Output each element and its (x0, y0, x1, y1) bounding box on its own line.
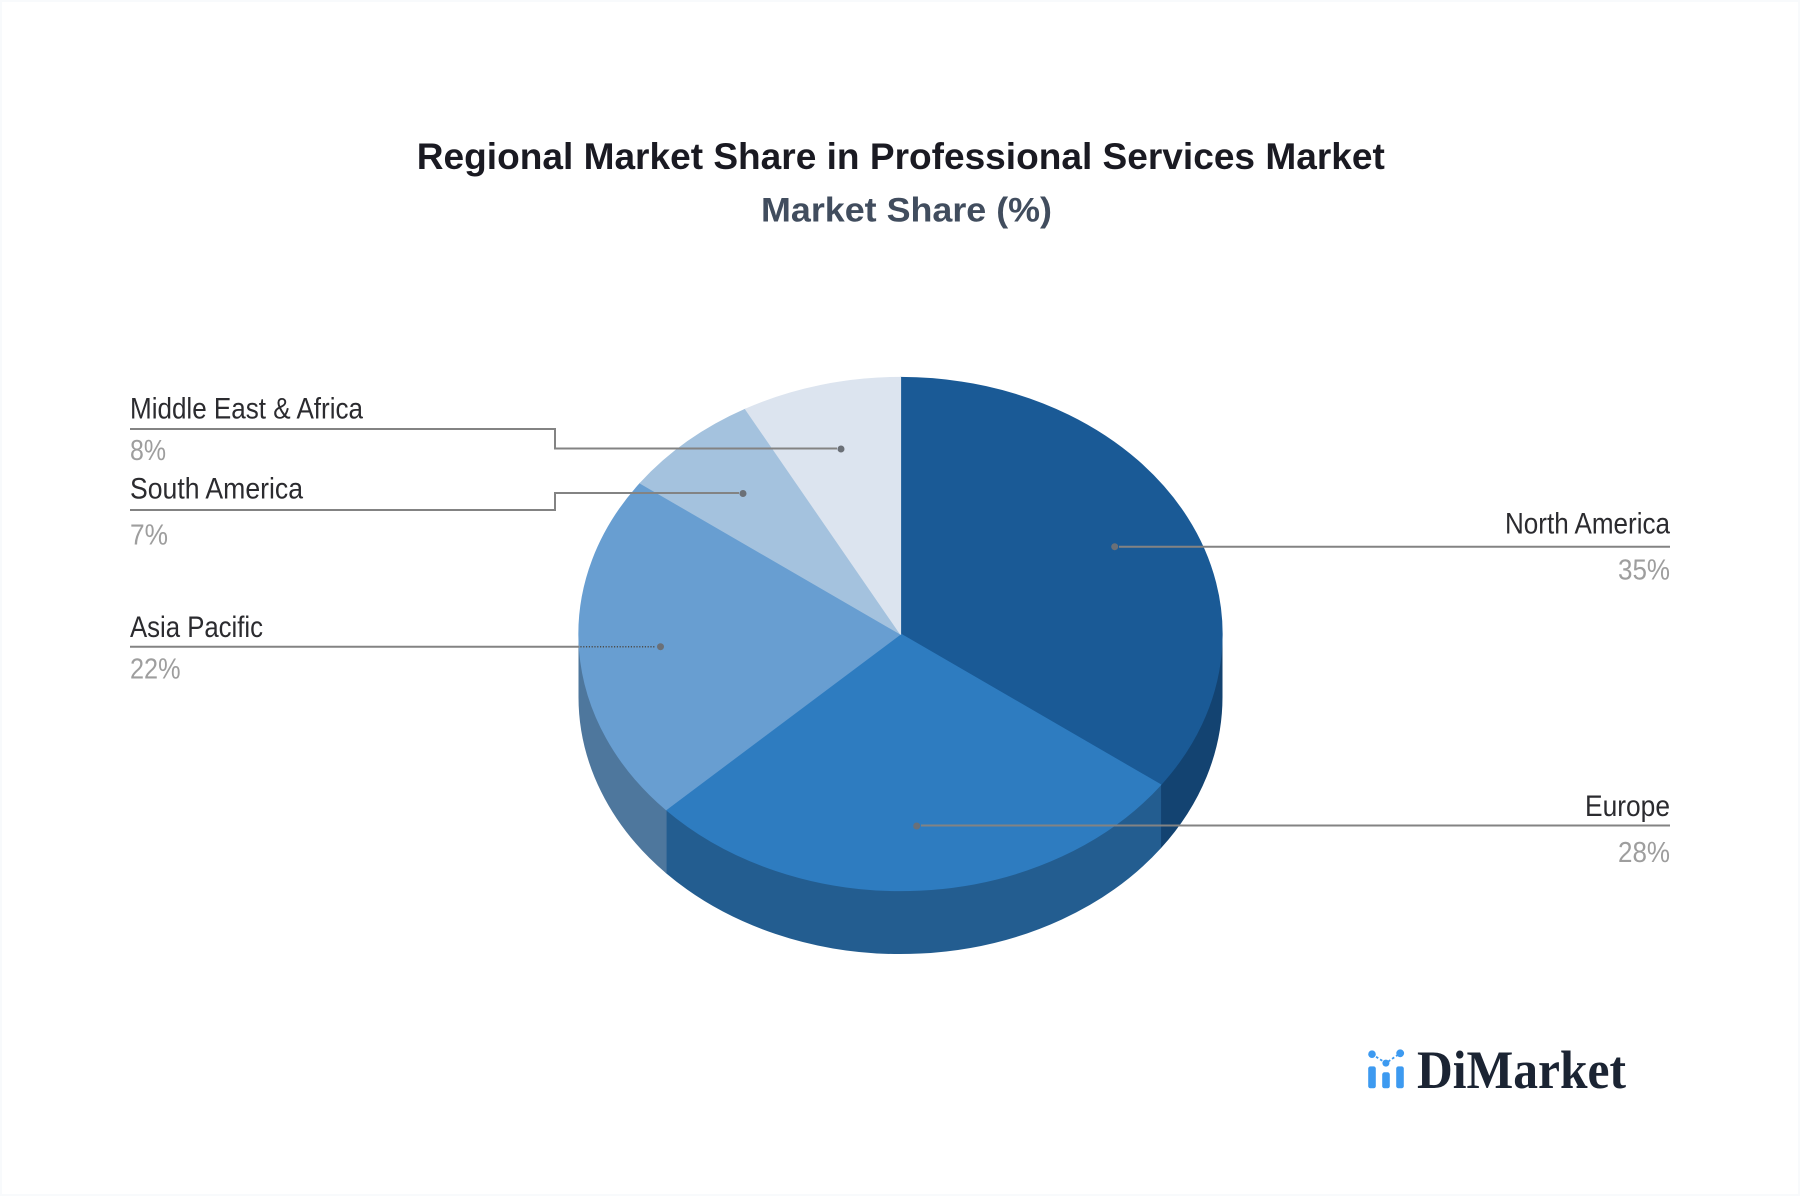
svg-text:28%: 28% (1618, 837, 1670, 869)
svg-text:DiMarket: DiMarket (1417, 1039, 1626, 1100)
svg-text:Regional Market Share in Profe: Regional Market Share in Professional Se… (417, 136, 1385, 177)
svg-text:8%: 8% (130, 435, 166, 467)
svg-text:Middle East & Africa: Middle East & Africa (130, 393, 363, 426)
svg-text:7%: 7% (130, 519, 168, 551)
svg-text:Europe: Europe (1585, 790, 1670, 823)
svg-text:22%: 22% (130, 654, 181, 686)
svg-text:35%: 35% (1618, 554, 1670, 586)
svg-text:Market Share (%): Market Share (%) (761, 191, 1052, 229)
svg-text:South America: South America (130, 473, 303, 506)
svg-text:Asia Pacific: Asia Pacific (130, 611, 263, 644)
svg-text:North America: North America (1505, 508, 1670, 541)
